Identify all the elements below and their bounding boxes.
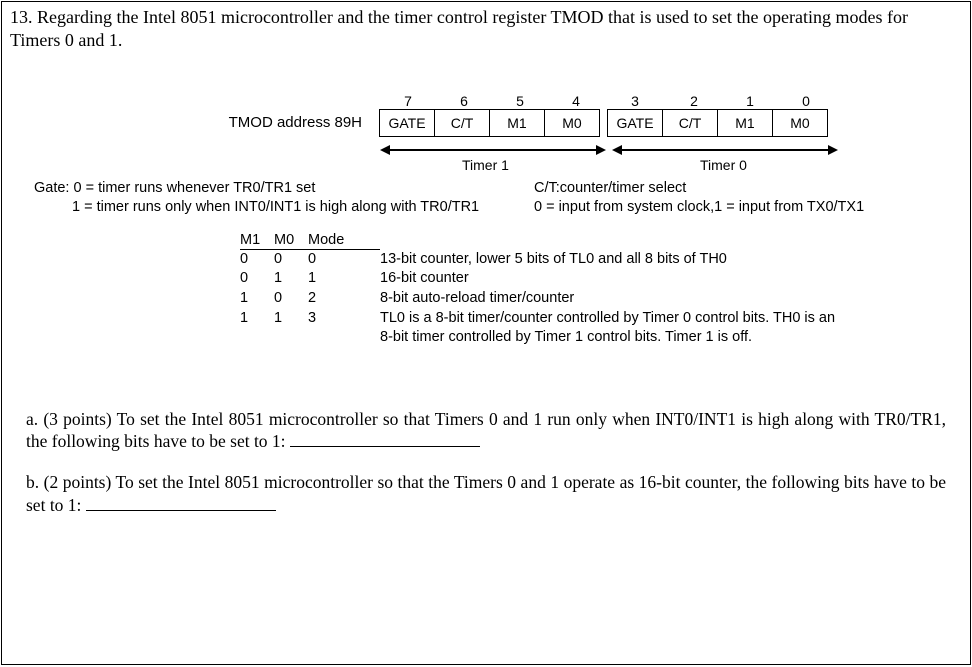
mode3-m1: 1	[240, 309, 274, 329]
mode0-m0: 0	[274, 250, 308, 270]
sub-a-blank	[290, 433, 480, 447]
reg-cell-5: M1	[489, 109, 545, 137]
timer-arrows: Timer 1 Timer 0	[380, 143, 962, 177]
header-m1: M1	[240, 232, 274, 248]
mode3-desc: TL0 is a 8-bit timer/counter controlled …	[358, 309, 838, 348]
mode-table: M1 M0 Mode 0 0 0 13-bit counter, lower 5…	[240, 232, 962, 348]
mode2-desc: 8-bit auto-reload timer/counter	[358, 289, 574, 309]
bit-number-row: 7 6 5 4 3 2 1 0	[380, 93, 962, 109]
mode2-m1: 1	[240, 289, 274, 309]
timer1-label: Timer 1	[462, 157, 509, 173]
reg-cell-7: GATE	[379, 109, 435, 137]
sub-questions: a. (3 points) To set the Intel 8051 micr…	[10, 408, 962, 517]
mode1-m1: 0	[240, 269, 274, 289]
mode2-m0: 0	[274, 289, 308, 309]
gate-desc-line1: Gate: 0 = timer runs whenever TR0/TR1 se…	[34, 179, 534, 199]
timer0-arrow-line	[620, 149, 828, 151]
register-boxes: GATE C/T M1 M0 GATE C/T M1 M0	[380, 109, 828, 137]
tmod-diagram: 7 6 5 4 3 2 1 0 TMOD address 89H GATE C/…	[10, 93, 962, 348]
reg-cell-3: GATE	[607, 109, 663, 137]
page-container: 13. Regarding the Intel 8051 microcontro…	[1, 1, 971, 665]
timer1-arrow-line	[388, 149, 596, 151]
bit-descriptions: Gate: 0 = timer runs whenever TR0/TR1 se…	[34, 179, 962, 218]
question-text: 13. Regarding the Intel 8051 microcontro…	[10, 6, 962, 53]
mode-row-3: 1 1 3 TL0 is a 8-bit timer/counter contr…	[240, 309, 962, 348]
reg-cell-4: M0	[544, 109, 600, 137]
sub-question-a: a. (3 points) To set the Intel 8051 micr…	[26, 408, 946, 454]
mode1-m0: 1	[274, 269, 308, 289]
mode-row-2: 1 0 2 8-bit auto-reload timer/counter	[240, 289, 962, 309]
reg-cell-1: M1	[717, 109, 773, 137]
timer0-label: Timer 0	[700, 157, 747, 173]
mode1-mode: 1	[308, 269, 358, 289]
gate-desc-line2: 1 = timer runs only when INT0/INT1 is hi…	[34, 198, 534, 218]
sub-a-text: a. (3 points) To set the Intel 8051 micr…	[26, 409, 946, 452]
timer0-arrow-right-icon	[828, 145, 838, 155]
mode0-mode: 0	[308, 250, 358, 270]
reg-cell-0: M0	[772, 109, 828, 137]
sub-question-b: b. (2 points) To set the Intel 8051 micr…	[26, 471, 946, 517]
question-number: 13.	[10, 7, 33, 27]
ct-desc-line2: 0 = input from system clock,1 = input fr…	[534, 198, 962, 218]
mode2-mode: 2	[308, 289, 358, 309]
bit-num-7: 7	[380, 93, 436, 109]
tmod-address-label: TMOD address 89H	[180, 114, 380, 131]
question-body: Regarding the Intel 8051 microcontroller…	[10, 7, 908, 50]
mode3-mode: 3	[308, 309, 358, 329]
reg-cell-2: C/T	[662, 109, 718, 137]
mode3-m0: 1	[274, 309, 308, 329]
bit-num-1: 1	[722, 93, 778, 109]
mode-row-0: 0 0 0 13-bit counter, lower 5 bits of TL…	[240, 250, 962, 270]
bit-num-5: 5	[492, 93, 548, 109]
sub-b-blank	[86, 497, 276, 511]
mode0-desc: 13-bit counter, lower 5 bits of TL0 and …	[358, 250, 727, 270]
bit-num-4: 4	[548, 93, 604, 109]
bit-num-3: 3	[604, 93, 666, 109]
ct-desc-line1: C/T:counter/timer select	[534, 179, 962, 199]
timer1-arrow-right-icon	[596, 145, 606, 155]
mode-table-header: M1 M0 Mode	[240, 232, 380, 250]
bit-num-6: 6	[436, 93, 492, 109]
mode-row-1: 0 1 1 16-bit counter	[240, 269, 962, 289]
register-row: TMOD address 89H GATE C/T M1 M0 GATE C/T…	[180, 109, 962, 137]
bit-num-0: 0	[778, 93, 834, 109]
mode0-m1: 0	[240, 250, 274, 270]
mode1-desc: 16-bit counter	[358, 269, 469, 289]
reg-cell-6: C/T	[434, 109, 490, 137]
header-m0: M0	[274, 232, 308, 248]
bit-num-2: 2	[666, 93, 722, 109]
header-mode: Mode	[308, 232, 358, 248]
